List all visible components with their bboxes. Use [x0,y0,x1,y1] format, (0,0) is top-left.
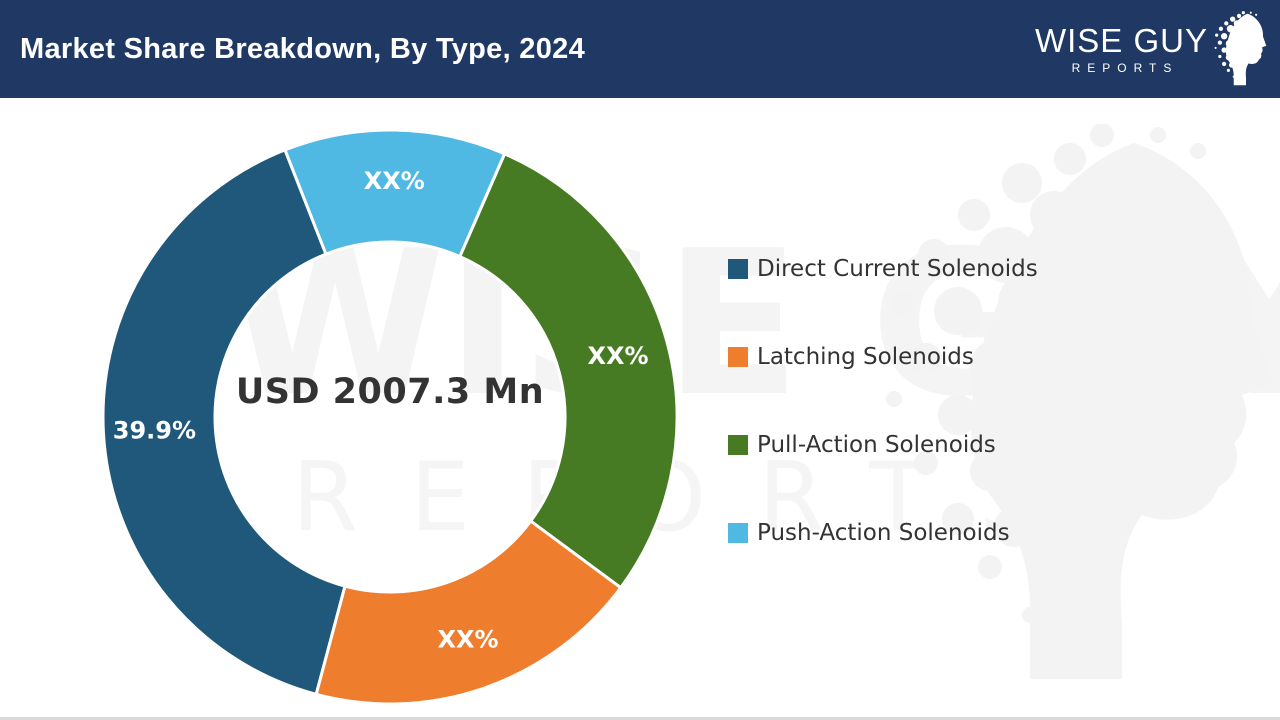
segment-percfor-label: 39.9% [113,417,196,445]
legend-swatch-icon [728,523,748,543]
legend-swatch-icon [728,347,748,367]
legend: Direct Current Solenoids Latching Solenoi… [728,256,1038,546]
segment-percfor-label: XX% [437,626,498,654]
legend-item: Pull-Action Solenoids [728,432,1038,458]
segment-percfor-label: XX% [587,342,648,370]
legend-swatch-icon [728,259,748,279]
legend-swatch-icon [728,435,748,455]
page-title: Market Share Breakdown, By Type, 2024 [20,32,586,65]
donut-segment-direct-current-solenoids [101,147,347,697]
legend-label: Latching Solenoids [757,344,974,370]
legend-label: Pull-Action Solenoids [757,432,996,458]
legend-item: Direct Current Solenoids [728,256,1038,282]
donut-segment-pull-action-solenoids [457,151,679,590]
donut-center-value: USD 2007.3 Mn [235,372,545,412]
donut-segment-latching-solenoids [314,518,623,706]
donut-chart: 39.9% XX% XX% XX% [101,128,679,706]
chart-area: WISE GUY REPORTS 39.9% XX% XX% XX% USD 2007… [0,98,1280,717]
legend-label: Direct Current Solenoids [757,256,1038,282]
legend-label: Push-Action Solenoids [757,520,1010,546]
legend-item: Push-Action Solenoids [728,520,1038,546]
segment-percfor-label: XX% [364,167,425,195]
legend-item: Latching Solenoids [728,344,1038,370]
bottom-border [0,717,1280,720]
logo-wordmark: WISE GUY [1034,22,1208,59]
logo-face-icon [1214,11,1267,86]
logo-text: WISE GUY REPORTS [1035,24,1208,74]
wise-guy-reports-logo: WISE GUY REPORTS [1035,4,1270,94]
logo-subtitle: REPORTS [1071,61,1179,75]
header-bar: Market Share Breakdown, By Type, 2024 WI… [0,0,1280,98]
